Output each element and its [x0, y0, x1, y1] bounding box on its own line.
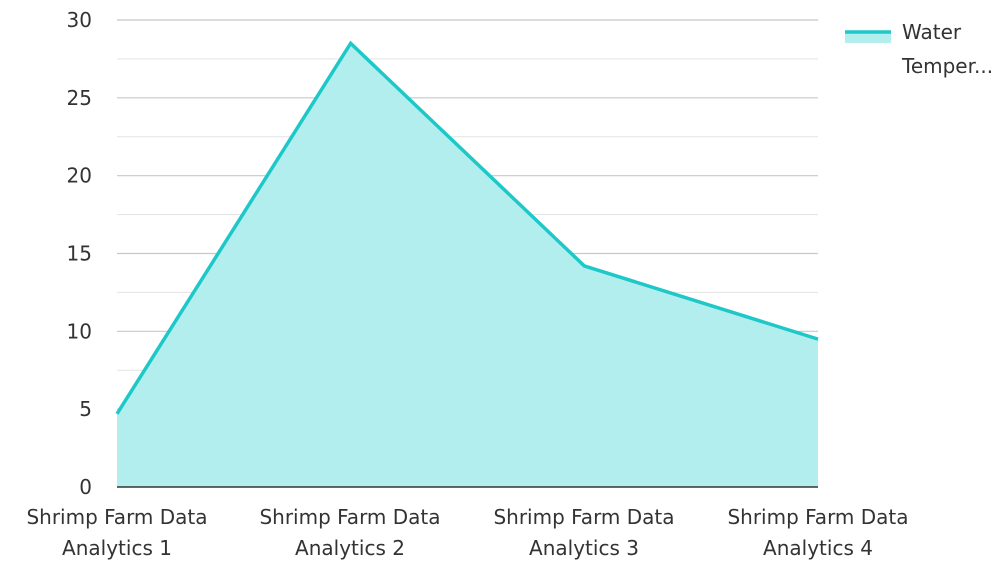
- x-tick-label-line: Analytics 2: [295, 536, 405, 560]
- y-tick-label: 0: [79, 475, 92, 499]
- legend[interactable]: Water Temper...: [845, 20, 993, 78]
- y-tick-label: 15: [67, 242, 92, 266]
- x-tick-label-line: Shrimp Farm Data: [727, 505, 908, 529]
- y-tick-label: 10: [67, 319, 92, 343]
- x-tick-label-line: Shrimp Farm Data: [493, 505, 674, 529]
- x-tick-label-line: Shrimp Farm Data: [26, 505, 207, 529]
- y-tick-label: 25: [67, 86, 92, 110]
- y-tick-label: 5: [79, 397, 92, 421]
- y-tick-label: 20: [67, 164, 92, 188]
- x-tick-label: Shrimp Farm Data Analytics 1: [26, 505, 207, 560]
- x-tick-label: Shrimp Farm Data Analytics 3: [493, 505, 674, 560]
- y-axis-ticks: 0 5 10 15 20 25 30: [67, 8, 92, 499]
- x-tick-label-line: Analytics 4: [763, 536, 873, 560]
- legend-label-line-1: Water: [902, 20, 962, 44]
- x-tick-label: Shrimp Farm Data Analytics 2: [259, 505, 440, 560]
- legend-swatch: [845, 31, 891, 43]
- x-tick-label: Shrimp Farm Data Analytics 4: [727, 505, 908, 560]
- x-tick-label-line: Shrimp Farm Data: [259, 505, 440, 529]
- x-tick-label-line: Analytics 3: [529, 536, 639, 560]
- series-area: [117, 43, 818, 487]
- legend-label-line-2: Temper...: [901, 54, 993, 78]
- series-line: [115, 40, 819, 415]
- y-tick-label: 30: [67, 8, 92, 32]
- x-tick-label-line: Analytics 1: [62, 536, 172, 560]
